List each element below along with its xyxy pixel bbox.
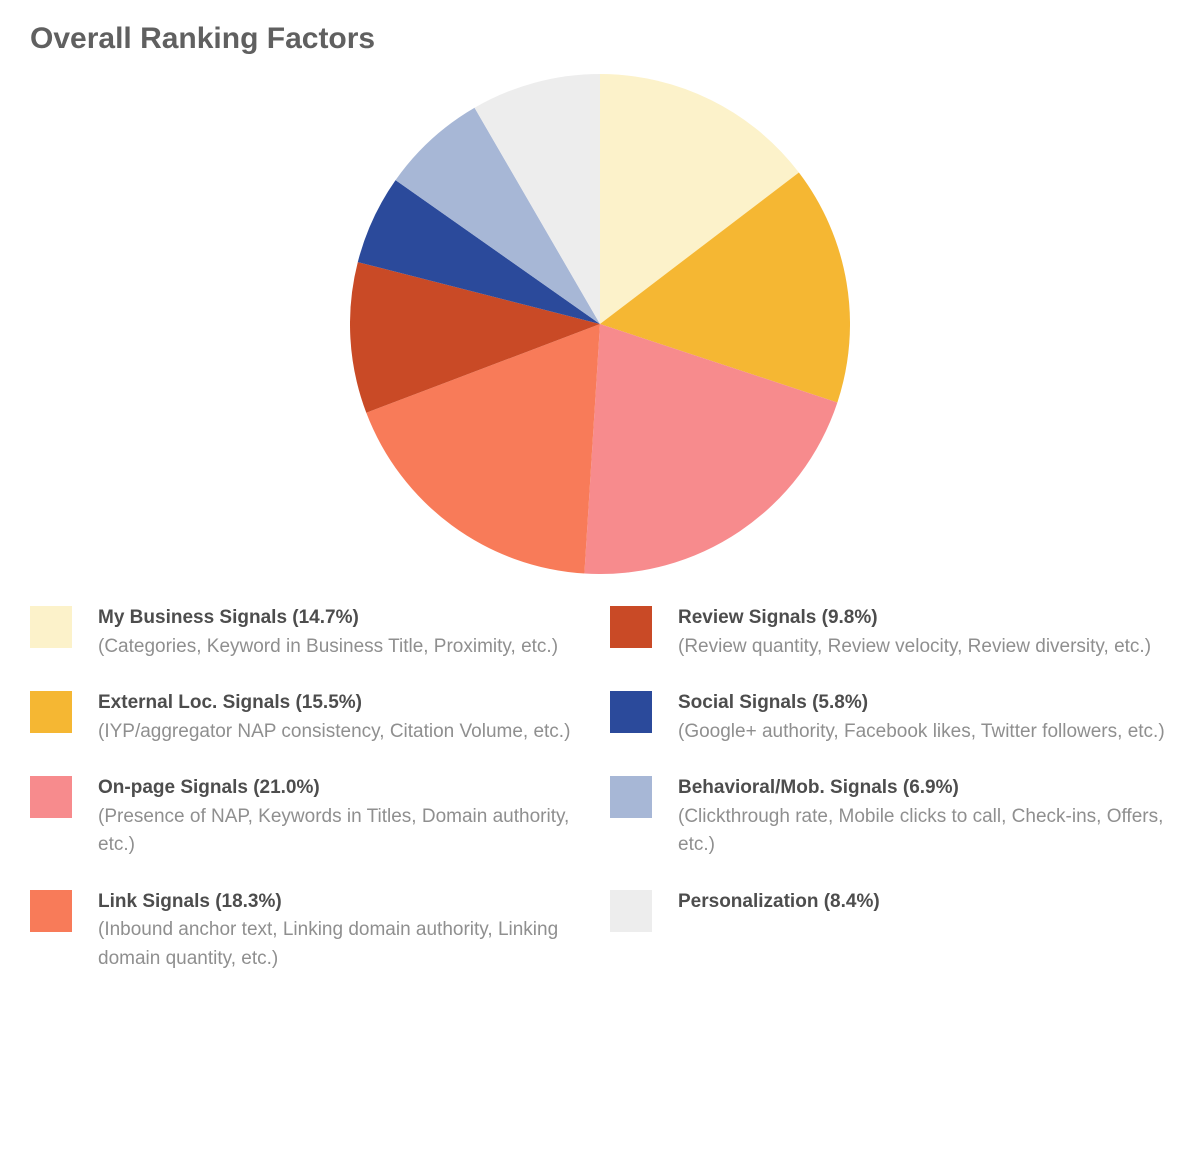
legend-desc: (Presence of NAP, Keywords in Titles, Do… bbox=[98, 803, 590, 860]
legend-item-on-page: On-page Signals (21.0%) (Presence of NAP… bbox=[30, 774, 590, 860]
legend-item-review: Review Signals (9.8%) (Review quantity, … bbox=[610, 604, 1170, 661]
legend-item-link: Link Signals (18.3%) (Inbound anchor tex… bbox=[30, 888, 590, 974]
pie-chart-container bbox=[30, 74, 1170, 574]
legend-col-right: Review Signals (9.8%) (Review quantity, … bbox=[610, 604, 1170, 973]
legend-desc: (Google+ authority, Facebook likes, Twit… bbox=[678, 718, 1170, 747]
legend-label: Link Signals (18.3%) bbox=[98, 888, 590, 917]
legend-desc: (Clickthrough rate, Mobile clicks to cal… bbox=[678, 803, 1170, 860]
swatch-behavioral bbox=[610, 776, 652, 818]
legend-item-external-loc: External Loc. Signals (15.5%) (IYP/aggre… bbox=[30, 689, 590, 746]
legend-desc: (IYP/aggregator NAP consistency, Citatio… bbox=[98, 718, 590, 747]
legend-item-personalization: Personalization (8.4%) bbox=[610, 888, 1170, 932]
swatch-review bbox=[610, 606, 652, 648]
swatch-on-page bbox=[30, 776, 72, 818]
legend-label: Social Signals (5.8%) bbox=[678, 689, 1170, 718]
legend-label: Behavioral/Mob. Signals (6.9%) bbox=[678, 774, 1170, 803]
legend-desc: (Inbound anchor text, Linking domain aut… bbox=[98, 916, 590, 973]
legend-item-behavioral: Behavioral/Mob. Signals (6.9%) (Clickthr… bbox=[610, 774, 1170, 860]
legend-label: My Business Signals (14.7%) bbox=[98, 604, 590, 633]
legend-text: Personalization (8.4%) bbox=[678, 888, 1170, 917]
legend-label: Personalization (8.4%) bbox=[678, 888, 1170, 917]
legend-text: Behavioral/Mob. Signals (6.9%) (Clickthr… bbox=[678, 774, 1170, 860]
legend-text: Social Signals (5.8%) (Google+ authority… bbox=[678, 689, 1170, 746]
swatch-personalization bbox=[610, 890, 652, 932]
chart-title: Overall Ranking Factors bbox=[30, 22, 1170, 56]
legend-label: Review Signals (9.8%) bbox=[678, 604, 1170, 633]
legend-desc: (Review quantity, Review velocity, Revie… bbox=[678, 633, 1170, 662]
legend-text: My Business Signals (14.7%) (Categories,… bbox=[98, 604, 590, 661]
legend-col-left: My Business Signals (14.7%) (Categories,… bbox=[30, 604, 590, 973]
page: Overall Ranking Factors My Business Sign… bbox=[0, 0, 1200, 1013]
legend-desc: (Categories, Keyword in Business Title, … bbox=[98, 633, 590, 662]
legend-label: External Loc. Signals (15.5%) bbox=[98, 689, 590, 718]
legend-label: On-page Signals (21.0%) bbox=[98, 774, 590, 803]
legend-text: Link Signals (18.3%) (Inbound anchor tex… bbox=[98, 888, 590, 974]
swatch-external-loc bbox=[30, 691, 72, 733]
swatch-my-business bbox=[30, 606, 72, 648]
legend-text: Review Signals (9.8%) (Review quantity, … bbox=[678, 604, 1170, 661]
swatch-link bbox=[30, 890, 72, 932]
legend: My Business Signals (14.7%) (Categories,… bbox=[30, 604, 1170, 973]
pie-chart bbox=[350, 74, 850, 574]
swatch-social bbox=[610, 691, 652, 733]
legend-text: On-page Signals (21.0%) (Presence of NAP… bbox=[98, 774, 590, 860]
legend-item-my-business: My Business Signals (14.7%) (Categories,… bbox=[30, 604, 590, 661]
legend-text: External Loc. Signals (15.5%) (IYP/aggre… bbox=[98, 689, 590, 746]
legend-item-social: Social Signals (5.8%) (Google+ authority… bbox=[610, 689, 1170, 746]
